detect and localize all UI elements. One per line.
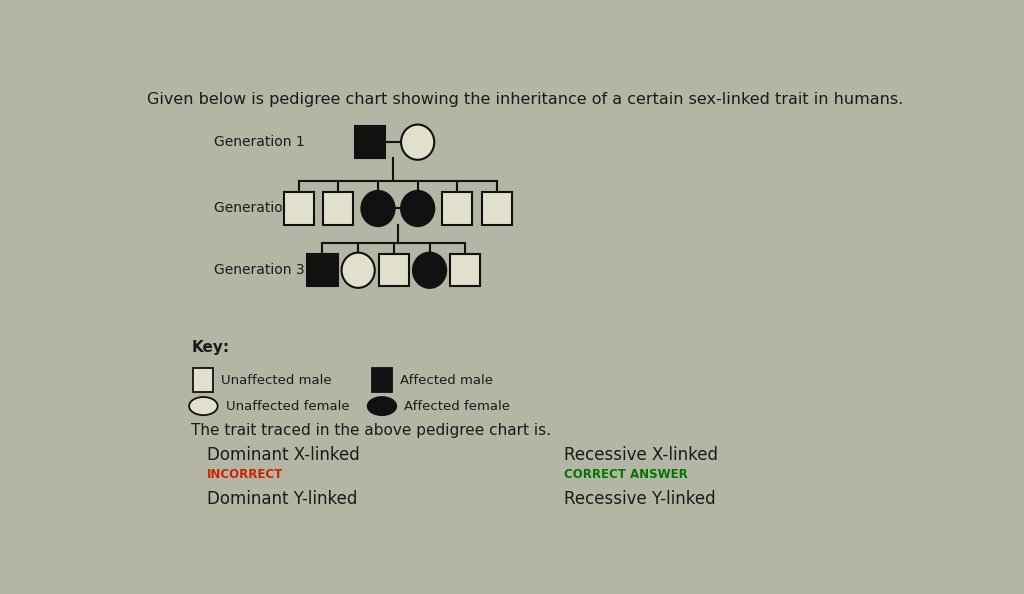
FancyBboxPatch shape: [442, 192, 472, 225]
Text: Key:: Key:: [191, 340, 229, 355]
Text: Generation 2: Generation 2: [214, 201, 304, 216]
Ellipse shape: [413, 252, 446, 288]
FancyBboxPatch shape: [482, 192, 512, 225]
Text: Affected male: Affected male: [399, 374, 493, 387]
Text: Dominant X-linked: Dominant X-linked: [207, 447, 360, 465]
Text: INCORRECT: INCORRECT: [207, 468, 284, 481]
Ellipse shape: [401, 125, 434, 160]
Ellipse shape: [361, 191, 394, 226]
FancyBboxPatch shape: [194, 368, 213, 392]
Text: Dominant Y-linked: Dominant Y-linked: [207, 490, 357, 508]
Text: Unaffected male: Unaffected male: [221, 374, 332, 387]
FancyBboxPatch shape: [451, 254, 480, 286]
FancyBboxPatch shape: [324, 192, 353, 225]
Text: Given below is pedigree chart showing the inheritance of a certain sex-linked tr: Given below is pedigree chart showing th…: [146, 92, 903, 107]
FancyBboxPatch shape: [355, 126, 385, 158]
FancyBboxPatch shape: [307, 254, 338, 286]
Ellipse shape: [189, 397, 218, 415]
FancyBboxPatch shape: [372, 368, 392, 392]
Ellipse shape: [368, 397, 396, 415]
Text: Affected female: Affected female: [404, 400, 510, 413]
Ellipse shape: [342, 252, 375, 288]
Text: Generation 3: Generation 3: [214, 263, 304, 277]
Ellipse shape: [401, 191, 434, 226]
FancyBboxPatch shape: [379, 254, 409, 286]
FancyBboxPatch shape: [284, 192, 313, 225]
Text: The trait traced in the above pedigree chart is.: The trait traced in the above pedigree c…: [191, 423, 552, 438]
Text: CORRECT ANSWER: CORRECT ANSWER: [564, 468, 688, 481]
Text: Generation 1: Generation 1: [214, 135, 304, 149]
Text: Unaffected female: Unaffected female: [225, 400, 349, 413]
Text: Recessive X-linked: Recessive X-linked: [564, 447, 719, 465]
Text: Recessive Y-linked: Recessive Y-linked: [564, 490, 716, 508]
